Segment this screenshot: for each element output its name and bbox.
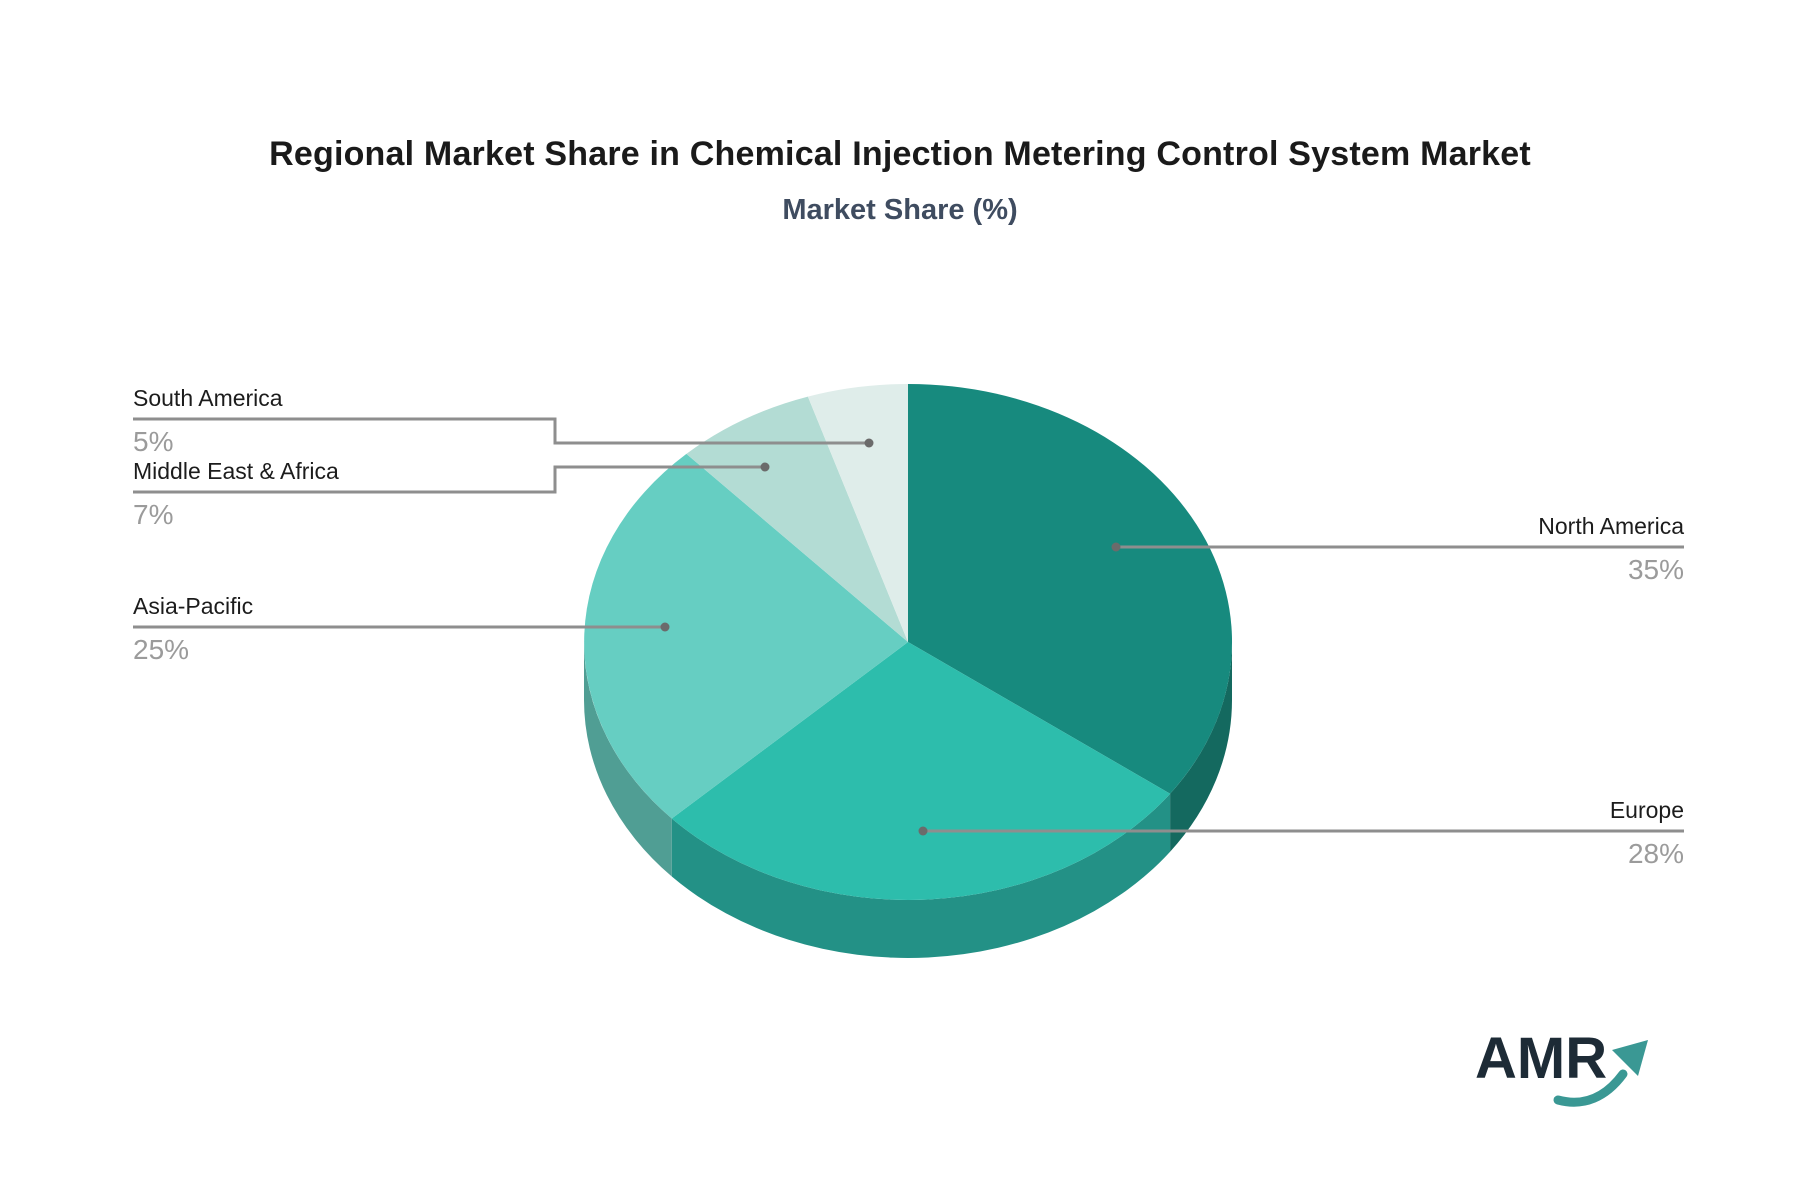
value-asia-pacific: 25% — [133, 634, 190, 665]
value-north-america: 35% — [1627, 554, 1684, 585]
value-south-america: 5% — [133, 426, 174, 457]
pie-depth-group — [584, 642, 1233, 958]
leader-dot-middle-east-africa — [760, 462, 770, 472]
pie-slice-north-america[interactable] — [908, 384, 1233, 794]
chart-subtitle: Market Share (%) — [782, 194, 1018, 226]
label-middle-east-africa: Middle East & Africa — [133, 458, 339, 484]
label-europe: Europe — [1609, 797, 1684, 823]
pie-slice-south-america[interactable] — [807, 384, 908, 642]
pie-slice-middle-east-africa[interactable] — [686, 396, 908, 642]
pie-slice-asia-pacific-depth — [584, 642, 672, 877]
pie-slices-group — [584, 384, 1233, 900]
leader-lines-group — [133, 417, 1684, 833]
value-europe: 28% — [1627, 838, 1684, 869]
pie-slice-north-america-depth — [1170, 642, 1233, 852]
pie-slice-europe[interactable] — [671, 642, 1171, 900]
trend-arrow-head — [1612, 1040, 1648, 1076]
pie-slice-europe-depth — [671, 793, 1171, 958]
amr-logo-text: AMR — [1475, 1026, 1608, 1091]
leader-line-south-america — [133, 417, 869, 445]
leader-line-middle-east-africa — [133, 465, 765, 494]
pie-slice-asia-pacific[interactable] — [584, 453, 908, 819]
leader-dot-south-america — [864, 438, 874, 448]
chart-title: Regional Market Share in Chemical Inject… — [269, 135, 1531, 173]
label-north-america: North America — [1538, 513, 1684, 539]
label-asia-pacific: Asia-Pacific — [133, 593, 254, 619]
leader-dots-group — [660, 438, 1121, 836]
trend-up-arrow-icon — [1553, 1040, 1648, 1107]
trend-arrow-swoosh — [1553, 1069, 1628, 1107]
leader-dot-asia-pacific — [660, 622, 670, 632]
leader-dot-europe — [918, 826, 928, 836]
value-middle-east-africa: 7% — [133, 499, 174, 530]
leader-dot-north-america — [1111, 542, 1121, 552]
label-south-america: South America — [133, 385, 283, 411]
